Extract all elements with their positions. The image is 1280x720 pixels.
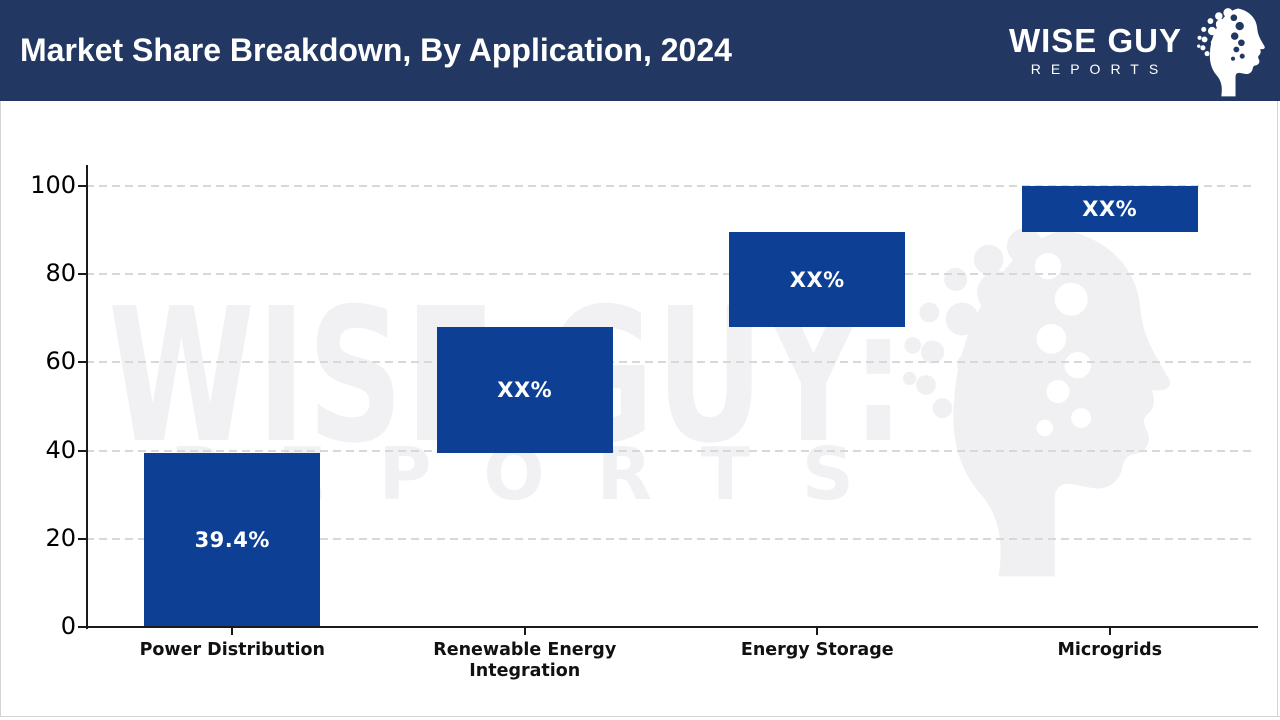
x-axis-label-line: Integration	[469, 661, 581, 681]
y-tick-mark	[78, 185, 86, 187]
y-tick-label: 60	[45, 347, 76, 376]
x-axis-label-line: Microgrids	[1057, 640, 1163, 660]
y-tick-label: 0	[60, 612, 76, 640]
logo-head-icon	[1197, 8, 1265, 97]
bar-value-label: XX%	[1082, 197, 1138, 222]
page-title: Market Share Breakdown, By Application, …	[20, 32, 732, 68]
wise-guy-reports-logo: WISE GUY REPORTS	[1009, 0, 1274, 101]
y-tick-mark	[78, 449, 86, 452]
y-gridline	[86, 361, 1256, 364]
x-tick-mark	[523, 628, 526, 635]
x-tick-mark	[231, 628, 234, 635]
x-axis-label: Microgrids	[970, 640, 1250, 661]
frame-border-left	[0, 101, 1, 717]
y-tick-label: 20	[45, 523, 76, 552]
bar-segment: XX%	[436, 327, 613, 454]
y-tick-mark	[78, 273, 86, 276]
y-gridline	[86, 273, 1256, 276]
logo-wordmark: WISE GUY REPORTS	[1009, 22, 1182, 77]
y-tick-label: 40	[45, 435, 76, 464]
x-tick-mark	[1108, 628, 1111, 635]
x-axis-label-line: Renewable Energy	[433, 640, 617, 660]
y-tick-mark	[78, 361, 86, 364]
bar-value-label: 39.4%	[194, 528, 270, 553]
y-gridline	[86, 537, 1256, 540]
x-axis-label: Energy Storage	[677, 640, 957, 661]
y-tick-mark	[78, 626, 86, 628]
frame-border-bottom	[0, 716, 1280, 717]
x-axis-line	[86, 626, 1258, 628]
logo-wordmark-line1: WISE GUY	[1008, 22, 1182, 59]
x-axis-label: Power Distribution	[92, 640, 372, 661]
header-bar: Market Share Breakdown, By Application, …	[0, 0, 1280, 101]
x-axis-label-line: Energy Storage	[740, 640, 894, 660]
y-tick-mark	[78, 537, 86, 540]
x-tick-mark	[816, 628, 819, 635]
watermark-head-icon	[902, 228, 1171, 577]
y-tick-label: 80	[45, 259, 76, 288]
y-axis-line	[86, 165, 88, 629]
logo-wordmark-line2: REPORTS	[1030, 61, 1169, 77]
frame-border-right	[1277, 101, 1278, 717]
x-axis-label-line: Power Distribution	[139, 640, 325, 660]
bar-segment: XX%	[729, 232, 906, 328]
y-gridline	[86, 449, 1256, 452]
bar-value-label: XX%	[789, 267, 845, 292]
y-tick-label: 100	[30, 171, 76, 199]
x-axis-label: Renewable Energy Integration	[385, 640, 665, 682]
bar-value-label: XX%	[497, 378, 553, 403]
y-gridline	[86, 185, 1256, 187]
bar-segment: XX%	[1021, 186, 1198, 233]
bar-segment: 39.4%	[144, 453, 321, 627]
